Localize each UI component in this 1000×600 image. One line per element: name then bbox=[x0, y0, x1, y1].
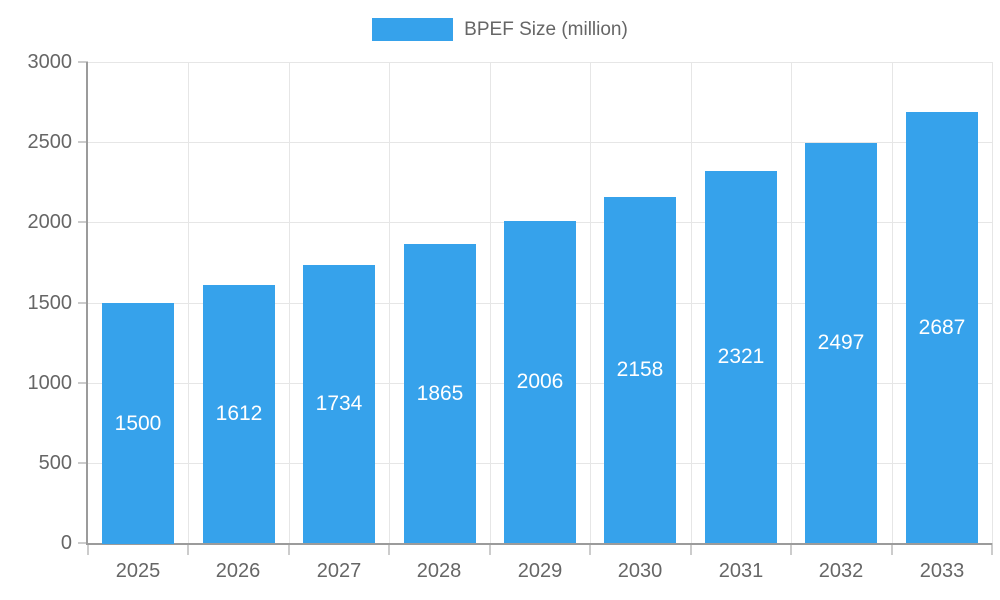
y-axis-line bbox=[86, 62, 88, 545]
x-gridline bbox=[892, 62, 893, 543]
bar-value-label: 1612 bbox=[215, 402, 263, 425]
x-tick-label: 2030 bbox=[617, 560, 663, 582]
bar-value-label: 1865 bbox=[416, 381, 464, 405]
y-tick bbox=[78, 61, 88, 63]
y-tick-label: 3000 bbox=[27, 51, 73, 73]
x-gridline bbox=[992, 62, 993, 543]
y-tick-label: 500 bbox=[38, 452, 72, 474]
x-tick-label: 2025 bbox=[115, 560, 161, 582]
x-tick-label: 2031 bbox=[718, 560, 764, 582]
bar[interactable]: 1865 bbox=[404, 244, 476, 543]
y-tick bbox=[78, 382, 88, 384]
bar-value-label: 2006 bbox=[516, 370, 564, 393]
bar[interactable]: 1734 bbox=[303, 265, 375, 543]
bar[interactable]: 2158 bbox=[604, 197, 676, 543]
x-tick bbox=[489, 543, 491, 555]
bar[interactable]: 2687 bbox=[906, 112, 978, 543]
y-tick bbox=[78, 462, 88, 464]
y-tick-label: 0 bbox=[60, 532, 72, 554]
bar[interactable]: 1612 bbox=[203, 285, 275, 543]
bar-value-label: 1500 bbox=[114, 411, 162, 435]
x-tick-label: 2033 bbox=[919, 560, 965, 582]
y-tick bbox=[78, 221, 88, 223]
legend-label: BPEF Size (million) bbox=[464, 18, 628, 40]
x-tick bbox=[891, 543, 893, 555]
x-gridline bbox=[389, 62, 390, 543]
bar-value-label: 2321 bbox=[717, 345, 765, 368]
x-gridline bbox=[188, 62, 189, 543]
bar[interactable]: 2321 bbox=[705, 171, 777, 543]
x-tick bbox=[87, 543, 89, 555]
x-tick-label: 2029 bbox=[517, 560, 563, 582]
y-gridline bbox=[88, 142, 992, 143]
x-tick bbox=[589, 543, 591, 555]
x-gridline bbox=[490, 62, 491, 543]
bar-value-label: 2158 bbox=[616, 358, 664, 381]
x-gridline bbox=[590, 62, 591, 543]
legend-item-bpef-size[interactable]: BPEF Size (million) bbox=[372, 18, 628, 41]
x-axis-line bbox=[86, 543, 992, 545]
y-tick bbox=[78, 542, 88, 544]
y-gridline bbox=[88, 62, 992, 63]
y-tick-label: 2000 bbox=[27, 211, 73, 233]
y-tick-label: 1000 bbox=[27, 372, 73, 394]
bar[interactable]: 2497 bbox=[805, 143, 877, 543]
x-tick-label: 2027 bbox=[316, 560, 362, 582]
x-tick-label: 2028 bbox=[416, 560, 462, 582]
bar[interactable]: 1500 bbox=[102, 303, 174, 544]
x-tick bbox=[991, 543, 993, 555]
bar-value-label: 2497 bbox=[817, 331, 865, 354]
x-tick-label: 2026 bbox=[215, 560, 261, 582]
bar-value-label: 1734 bbox=[315, 392, 363, 415]
x-tick bbox=[790, 543, 792, 555]
x-tick-label: 2032 bbox=[818, 560, 864, 582]
x-tick bbox=[690, 543, 692, 555]
legend-swatch-icon bbox=[372, 18, 454, 41]
legend: BPEF Size (million) bbox=[0, 18, 1000, 41]
y-tick-label: 2500 bbox=[27, 131, 73, 153]
y-tick-label: 1500 bbox=[27, 292, 73, 314]
x-gridline bbox=[289, 62, 290, 543]
x-gridline bbox=[791, 62, 792, 543]
x-gridline bbox=[691, 62, 692, 543]
y-tick bbox=[78, 141, 88, 143]
x-tick bbox=[288, 543, 290, 555]
bar[interactable]: 2006 bbox=[504, 221, 576, 543]
x-tick bbox=[187, 543, 189, 555]
bar-value-label: 2687 bbox=[918, 315, 966, 339]
x-tick bbox=[388, 543, 390, 555]
y-tick bbox=[78, 302, 88, 304]
